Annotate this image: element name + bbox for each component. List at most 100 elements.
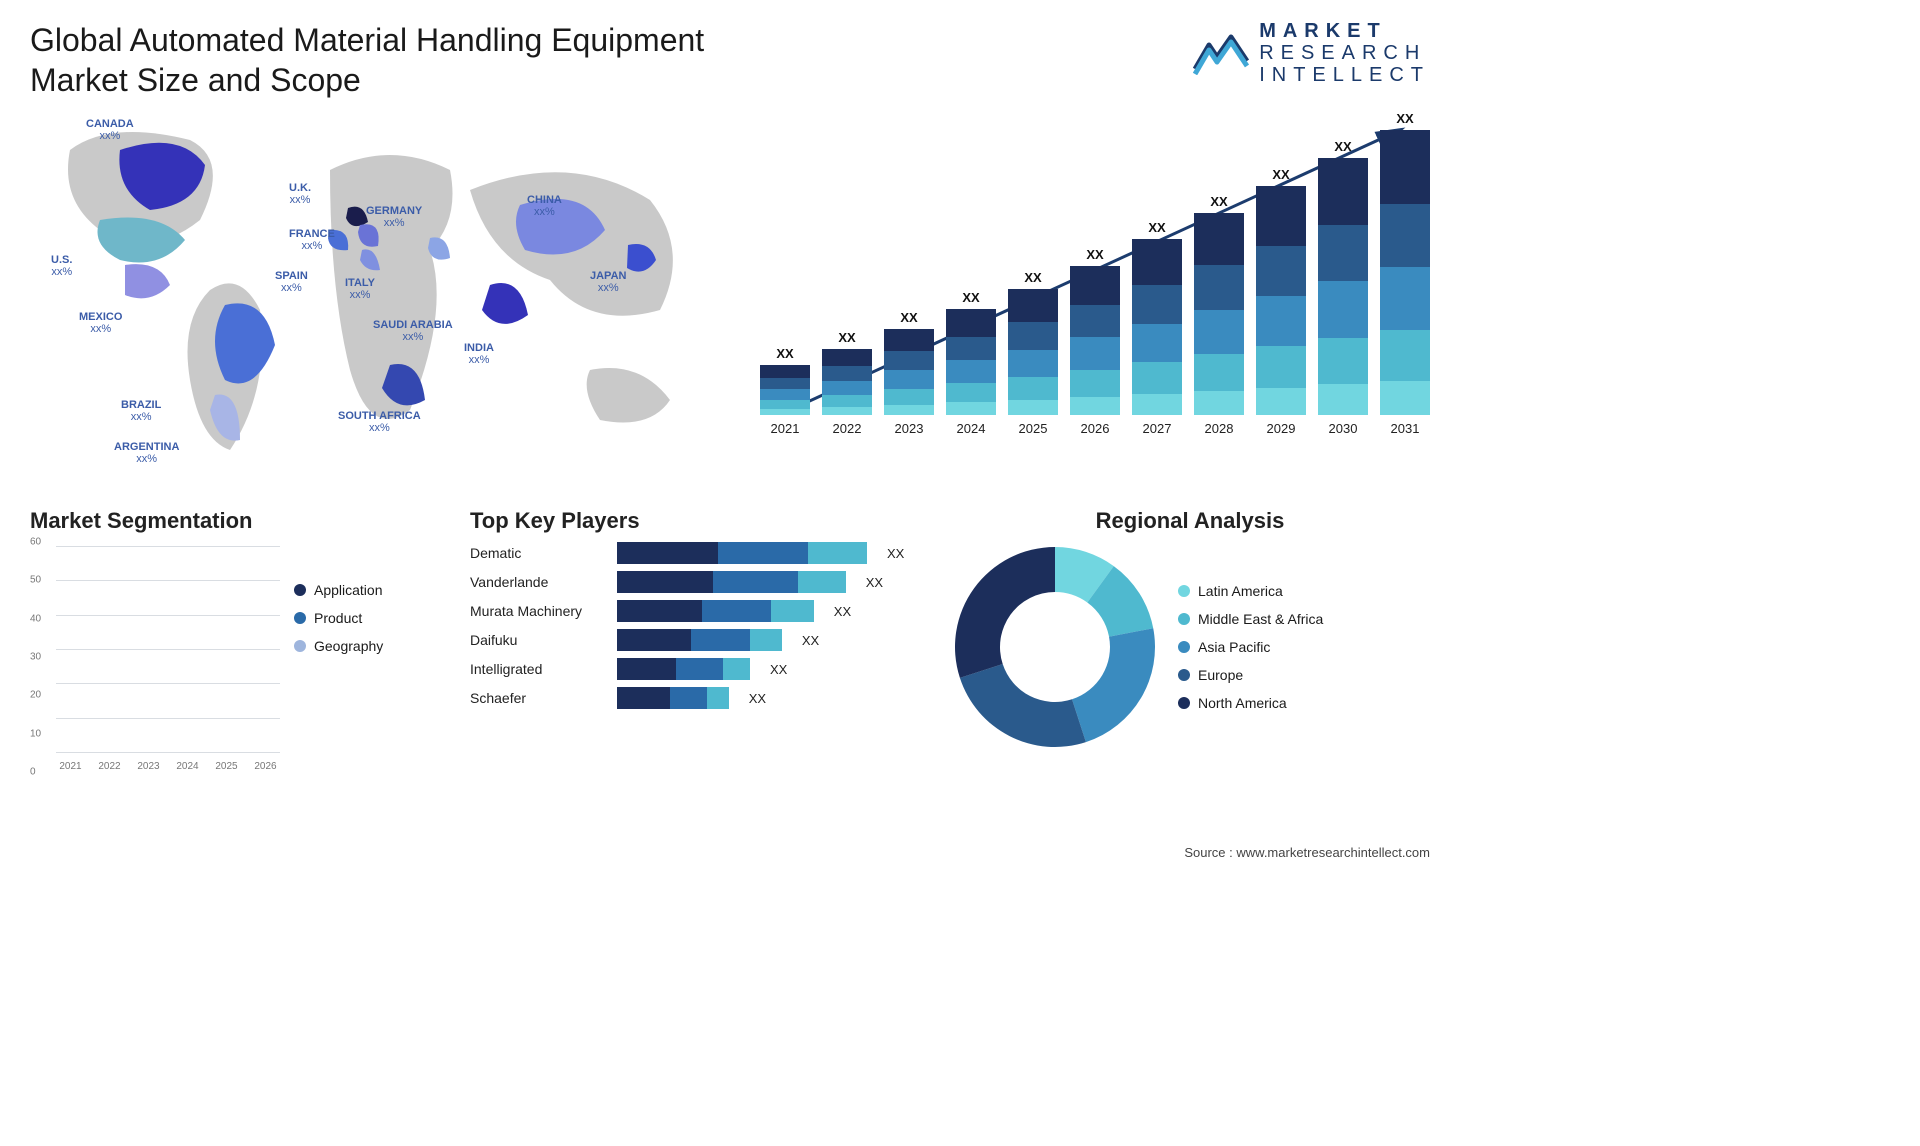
forecast-segment xyxy=(1132,394,1182,415)
forecast-segment xyxy=(1132,362,1182,394)
segmentation-legend: ApplicationProductGeography xyxy=(294,542,383,772)
forecast-col-2026: XX2026 xyxy=(1070,247,1120,436)
legend-item: North America xyxy=(1178,695,1323,711)
key-player-segment xyxy=(771,600,814,622)
forecast-col-2027: XX 2027 xyxy=(1132,220,1182,436)
forecast-value-label: XX xyxy=(1272,167,1289,182)
forecast-segment xyxy=(822,349,872,366)
key-player-segment xyxy=(691,629,750,651)
forecast-segment xyxy=(1008,377,1058,400)
key-player-value: XX xyxy=(770,662,787,677)
forecast-segment xyxy=(1318,281,1368,338)
key-player-segment xyxy=(702,600,771,622)
key-player-segment xyxy=(808,542,867,564)
forecast-segment xyxy=(1380,330,1430,381)
map-label-china: CHINAxx% xyxy=(527,194,562,218)
forecast-segment xyxy=(822,395,872,407)
forecast-segment xyxy=(1256,346,1306,387)
forecast-segment xyxy=(1318,384,1368,415)
forecast-segment xyxy=(946,309,996,337)
legend-swatch-icon xyxy=(294,640,306,652)
forecast-segment xyxy=(1380,204,1430,267)
key-player-segment xyxy=(617,629,691,651)
legend-label: Product xyxy=(314,610,362,626)
forecast-year-label: 2030 xyxy=(1329,421,1358,436)
segmentation-year-label: 2024 xyxy=(173,761,202,772)
forecast-value-label: XX xyxy=(1334,139,1351,154)
forecast-year-label: 2027 xyxy=(1143,421,1172,436)
key-player-value: XX xyxy=(887,546,904,561)
segmentation-title: Market Segmentation xyxy=(30,508,450,534)
map-label-us: U.S.xx% xyxy=(51,254,72,278)
map-label-spain: SPAINxx% xyxy=(275,270,308,294)
segmentation-stacked-bar-chart: 202120222023202420252026 0102030405060 xyxy=(30,542,280,772)
logo-line1: MARKET xyxy=(1259,20,1430,42)
legend-item: Product xyxy=(294,610,383,626)
forecast-segment xyxy=(1256,388,1306,415)
forecast-segment xyxy=(760,389,810,400)
forecast-segment xyxy=(1132,324,1182,363)
page-title: Global Automated Material Handling Equip… xyxy=(30,20,810,100)
logo-line3: INTELLECT xyxy=(1259,64,1430,86)
y-tick-label: 0 xyxy=(30,767,36,778)
key-player-row: VanderlandeXX xyxy=(470,571,930,593)
forecast-year-label: 2028 xyxy=(1205,421,1234,436)
legend-item: Latin America xyxy=(1178,583,1323,599)
legend-swatch-icon xyxy=(294,612,306,624)
legend-swatch-icon xyxy=(1178,669,1190,681)
forecast-col-2022: XX2022 xyxy=(822,330,872,436)
forecast-segment xyxy=(1194,354,1244,390)
legend-label: Europe xyxy=(1198,667,1243,683)
forecast-value-label: XX xyxy=(1210,194,1227,209)
forecast-year-label: 2022 xyxy=(833,421,862,436)
forecast-value-label: XX xyxy=(1148,220,1165,235)
map-label-brazil: BRAZILxx% xyxy=(121,399,161,423)
forecast-segment xyxy=(1318,225,1368,282)
map-label-argentina: ARGENTINAxx% xyxy=(114,441,179,465)
forecast-segment xyxy=(884,329,934,351)
segmentation-panel: Market Segmentation 20212022202320242025… xyxy=(30,508,450,772)
forecast-segment xyxy=(884,389,934,405)
key-player-name: Daifuku xyxy=(470,632,605,648)
forecast-segment xyxy=(1008,322,1058,350)
y-tick-label: 10 xyxy=(30,728,41,739)
key-player-name: Schaefer xyxy=(470,690,605,706)
legend-swatch-icon xyxy=(1178,585,1190,597)
forecast-year-label: 2021 xyxy=(771,421,800,436)
donut-slice xyxy=(1072,628,1155,742)
map-label-canada: CANADAxx% xyxy=(86,118,134,142)
key-player-segment xyxy=(723,658,750,680)
forecast-segment xyxy=(884,370,934,389)
forecast-segment xyxy=(946,360,996,383)
legend-label: Latin America xyxy=(1198,583,1283,599)
legend-item: Europe xyxy=(1178,667,1323,683)
forecast-segment xyxy=(1380,267,1430,330)
forecast-segment xyxy=(1380,381,1430,415)
regional-legend: Latin AmericaMiddle East & AfricaAsia Pa… xyxy=(1178,583,1323,711)
forecast-segment xyxy=(1256,246,1306,296)
map-label-uk: U.K.xx% xyxy=(289,182,311,206)
forecast-segment xyxy=(1194,213,1244,266)
y-tick-label: 30 xyxy=(30,652,41,663)
legend-label: Application xyxy=(314,582,383,598)
brand-logo: MARKET RESEARCH INTELLECT xyxy=(1193,20,1430,86)
world-map-panel: CANADAxx%U.S.xx%MEXICOxx%BRAZILxx%ARGENT… xyxy=(30,110,730,490)
key-player-segment xyxy=(670,687,707,709)
forecast-segment xyxy=(1070,337,1120,370)
forecast-segment xyxy=(946,402,996,415)
forecast-segment xyxy=(760,400,810,409)
segmentation-year-label: 2026 xyxy=(251,761,280,772)
forecast-segment xyxy=(946,337,996,360)
forecast-value-label: XX xyxy=(1024,270,1041,285)
forecast-value-label: XX xyxy=(1086,247,1103,262)
forecast-col-2024: XX2024 xyxy=(946,290,996,436)
forecast-value-label: XX xyxy=(1396,111,1413,126)
legend-swatch-icon xyxy=(1178,697,1190,709)
key-player-row: DaifukuXX xyxy=(470,629,930,651)
forecast-value-label: XX xyxy=(900,310,917,325)
source-attribution: Source : www.marketresearchintellect.com xyxy=(1184,845,1430,860)
forecast-segment xyxy=(1318,158,1368,225)
key-player-segment xyxy=(617,542,718,564)
forecast-col-2029: XX2029 xyxy=(1256,167,1306,436)
forecast-year-label: 2031 xyxy=(1391,421,1420,436)
